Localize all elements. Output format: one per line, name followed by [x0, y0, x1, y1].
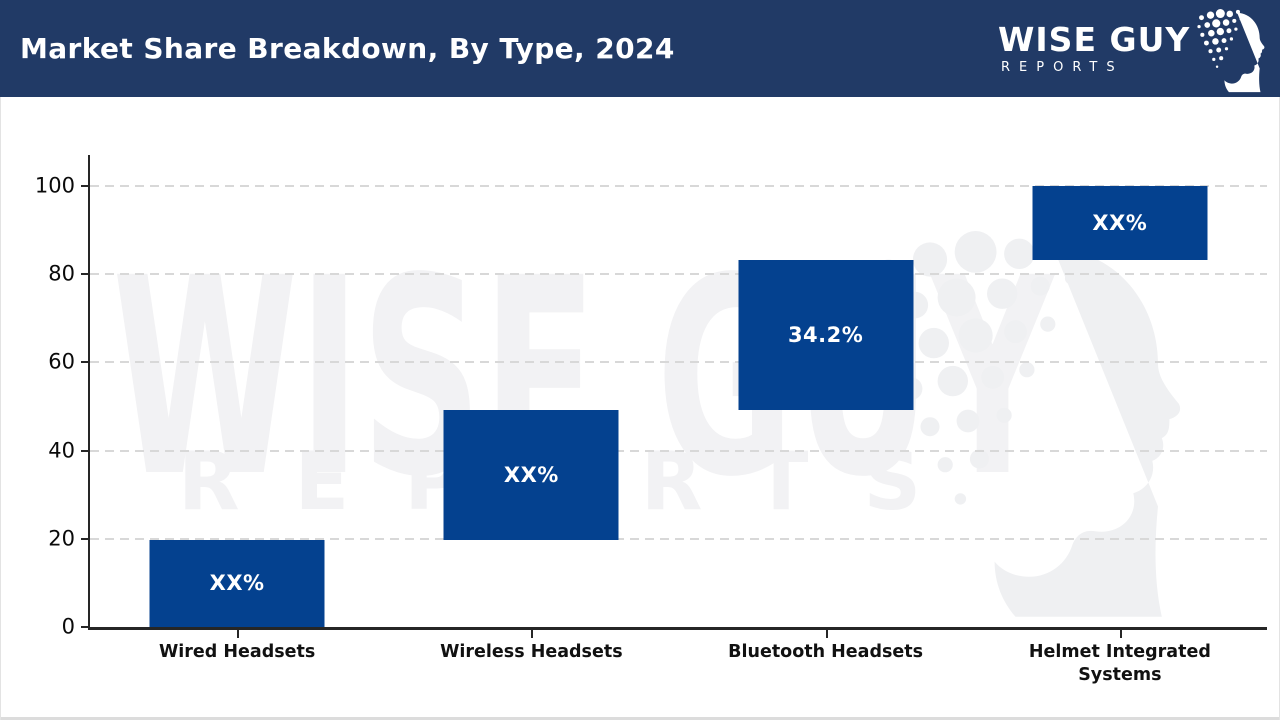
y-tick-label-100: 100	[34, 173, 75, 198]
bar-value-label-wireless-headsets: XX%	[503, 463, 559, 488]
logo-subtext: REPORTS	[1001, 59, 1124, 75]
x-axis-label-wireless-headsets: Wireless Headsets	[440, 642, 623, 662]
bar-wireless-headsets: XX%	[443, 410, 619, 540]
y-tick-mark-100	[81, 184, 88, 187]
page-border-bottom	[0, 717, 1280, 720]
logo-wordmark: WISE GUY	[998, 19, 1191, 59]
y-tick-mark-0	[81, 626, 88, 628]
gridline-80	[90, 273, 1267, 276]
face-profile-dots-icon	[1188, 7, 1274, 93]
x-tick-mark-wired-headsets	[237, 630, 240, 638]
gridline-60	[90, 361, 1267, 364]
page-title: Market Share Breakdown, By Type, 2024	[20, 32, 675, 65]
bar-helmet-integrated-systems: XX%	[1032, 186, 1208, 260]
bar-wired-headsets: XX%	[149, 539, 325, 627]
x-tick-mark-helmet-integrated-systems	[1119, 630, 1122, 638]
y-tick-mark-40	[81, 449, 88, 452]
bar-value-label-wired-headsets: XX%	[209, 571, 265, 596]
x-tick-mark-wireless-headsets	[531, 630, 534, 638]
y-tick-label-40: 40	[48, 438, 75, 463]
y-tick-label-60: 60	[48, 349, 75, 374]
header: Market Share Breakdown, By Type, 2024 WI…	[0, 0, 1280, 97]
wiseguy-logo: WISE GUY REPORTS	[998, 4, 1266, 94]
y-tick-label-0: 0	[61, 614, 75, 639]
bar-value-label-bluetooth-headsets: 34.2%	[787, 322, 864, 347]
gridline-40	[90, 449, 1267, 452]
x-axis-label-helmet-integrated-systems: Helmet Integrated Systems	[1028, 642, 1211, 685]
x-axis-label-wired-headsets: Wired Headsets	[158, 642, 316, 662]
y-tick-label-20: 20	[48, 526, 75, 551]
x-axis-label-bluetooth-headsets: Bluetooth Headsets	[728, 642, 924, 662]
page-border-left	[0, 97, 1, 720]
y-tick-label-80: 80	[48, 261, 75, 286]
gridline-20	[90, 537, 1267, 540]
y-tick-mark-20	[81, 537, 88, 540]
x-tick-mark-bluetooth-headsets	[825, 630, 828, 638]
y-tick-mark-80	[81, 273, 88, 276]
bar-bluetooth-headsets: 34.2%	[738, 259, 914, 411]
bar-value-label-helmet-integrated-systems: XX%	[1092, 210, 1148, 235]
gridline-100	[90, 184, 1267, 187]
y-tick-mark-60	[81, 361, 88, 364]
